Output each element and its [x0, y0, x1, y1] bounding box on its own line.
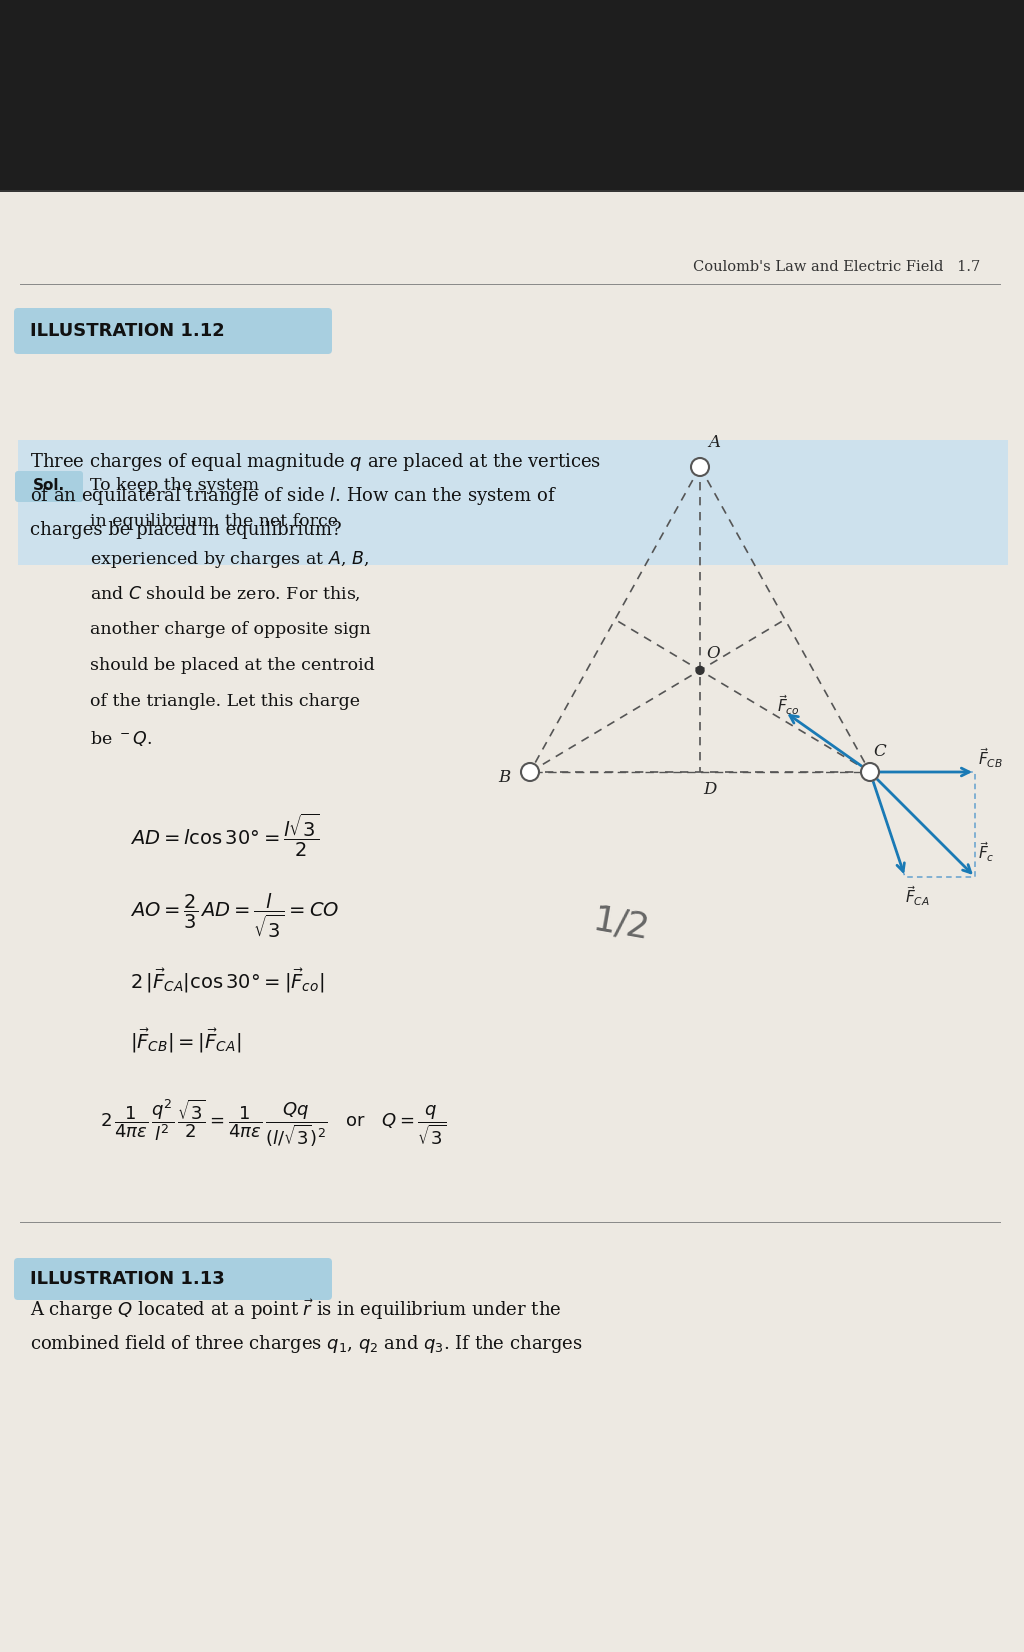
Polygon shape — [0, 225, 1024, 226]
Polygon shape — [0, 240, 1024, 241]
Polygon shape — [0, 236, 1024, 238]
Polygon shape — [0, 244, 1024, 246]
Polygon shape — [0, 220, 1024, 221]
Text: $\mathit{1/2}$: $\mathit{1/2}$ — [590, 902, 650, 945]
Polygon shape — [0, 206, 1024, 208]
Polygon shape — [0, 193, 1024, 197]
Polygon shape — [0, 192, 1024, 1652]
Text: A: A — [708, 434, 720, 451]
Text: O: O — [706, 646, 720, 662]
Text: Sol.: Sol. — [33, 479, 66, 494]
Polygon shape — [0, 202, 1024, 203]
Polygon shape — [0, 221, 1024, 225]
Text: $2\,|\vec{F}_{CA}|\cos 30° = |\vec{F}_{co}|$: $2\,|\vec{F}_{CA}|\cos 30° = |\vec{F}_{c… — [130, 966, 325, 995]
Text: $2\,\dfrac{1}{4\pi\varepsilon}\,\dfrac{q^2}{l^2}\,\dfrac{\sqrt{3}}{2} = \dfrac{1: $2\,\dfrac{1}{4\pi\varepsilon}\,\dfrac{q… — [100, 1097, 446, 1148]
Text: in equilibrium, the net force: in equilibrium, the net force — [90, 514, 338, 530]
FancyBboxPatch shape — [14, 307, 332, 354]
Text: should be placed at the centroid: should be placed at the centroid — [90, 657, 375, 674]
Text: ILLUSTRATION 1.12: ILLUSTRATION 1.12 — [30, 322, 224, 340]
Polygon shape — [0, 235, 1024, 236]
Text: $AD = l\cos 30° = \dfrac{l\sqrt{3}}{2}$: $AD = l\cos 30° = \dfrac{l\sqrt{3}}{2}$ — [130, 813, 319, 859]
Text: B: B — [498, 768, 510, 785]
Polygon shape — [0, 238, 1024, 240]
Polygon shape — [0, 241, 1024, 244]
Polygon shape — [0, 203, 1024, 206]
FancyBboxPatch shape — [14, 1259, 332, 1300]
Text: To keep the system: To keep the system — [90, 477, 259, 494]
Text: $\vec{F}_{CB}$: $\vec{F}_{CB}$ — [978, 747, 1004, 770]
Text: of the triangle. Let this charge: of the triangle. Let this charge — [90, 692, 360, 710]
Polygon shape — [0, 208, 1024, 210]
Text: ILLUSTRATION 1.13: ILLUSTRATION 1.13 — [30, 1270, 224, 1289]
Circle shape — [861, 763, 879, 781]
Text: Coulomb's Law and Electric Field   1.7: Coulomb's Law and Electric Field 1.7 — [693, 259, 980, 274]
Text: $|\vec{F}_{CB}| = |\vec{F}_{CA}|$: $|\vec{F}_{CB}| = |\vec{F}_{CA}|$ — [130, 1028, 242, 1056]
Text: combined field of three charges $q_1$, $q_2$ and $q_3$. If the charges: combined field of three charges $q_1$, $… — [30, 1333, 583, 1355]
Text: experienced by charges at $A$, $B$,: experienced by charges at $A$, $B$, — [90, 548, 369, 570]
Text: C: C — [873, 743, 886, 760]
Text: another charge of opposite sign: another charge of opposite sign — [90, 621, 371, 638]
Polygon shape — [0, 0, 1024, 192]
Polygon shape — [0, 211, 1024, 215]
Polygon shape — [0, 228, 1024, 230]
Polygon shape — [0, 197, 1024, 198]
Text: A charge $Q$ located at a point $\vec{r}$ is in equilibrium under the: A charge $Q$ located at a point $\vec{r}… — [30, 1297, 561, 1322]
FancyBboxPatch shape — [15, 471, 83, 502]
Circle shape — [691, 458, 709, 476]
Text: D: D — [703, 781, 717, 798]
Polygon shape — [0, 215, 1024, 216]
Text: $\vec{F}_{co}$: $\vec{F}_{co}$ — [777, 694, 800, 717]
Text: $AO = \dfrac{2}{3}\,AD = \dfrac{l}{\sqrt{3}} = CO$: $AO = \dfrac{2}{3}\,AD = \dfrac{l}{\sqrt… — [130, 892, 339, 940]
Polygon shape — [0, 216, 1024, 218]
Text: and $C$ should be zero. For this,: and $C$ should be zero. For this, — [90, 585, 360, 603]
Polygon shape — [0, 200, 1024, 202]
Polygon shape — [0, 230, 1024, 231]
Polygon shape — [0, 226, 1024, 228]
Polygon shape — [0, 218, 1024, 220]
FancyBboxPatch shape — [18, 439, 1008, 565]
Text: $\vec{F}_{CA}$: $\vec{F}_{CA}$ — [905, 884, 930, 907]
Text: of an equilateral triangle of side $l$. How can the system of: of an equilateral triangle of side $l$. … — [30, 486, 557, 507]
Text: Three charges of equal magnitude $q$ are placed at the vertices: Three charges of equal magnitude $q$ are… — [30, 451, 601, 472]
Text: be $^-Q$.: be $^-Q$. — [90, 729, 153, 748]
Polygon shape — [0, 231, 1024, 235]
Text: charges be placed in equilibrium?: charges be placed in equilibrium? — [30, 520, 342, 539]
Circle shape — [521, 763, 539, 781]
Circle shape — [696, 666, 705, 674]
Polygon shape — [0, 190, 1024, 192]
Polygon shape — [0, 198, 1024, 200]
Text: $\vec{F}_c$: $\vec{F}_c$ — [978, 841, 994, 864]
Polygon shape — [0, 210, 1024, 211]
Polygon shape — [0, 192, 1024, 193]
